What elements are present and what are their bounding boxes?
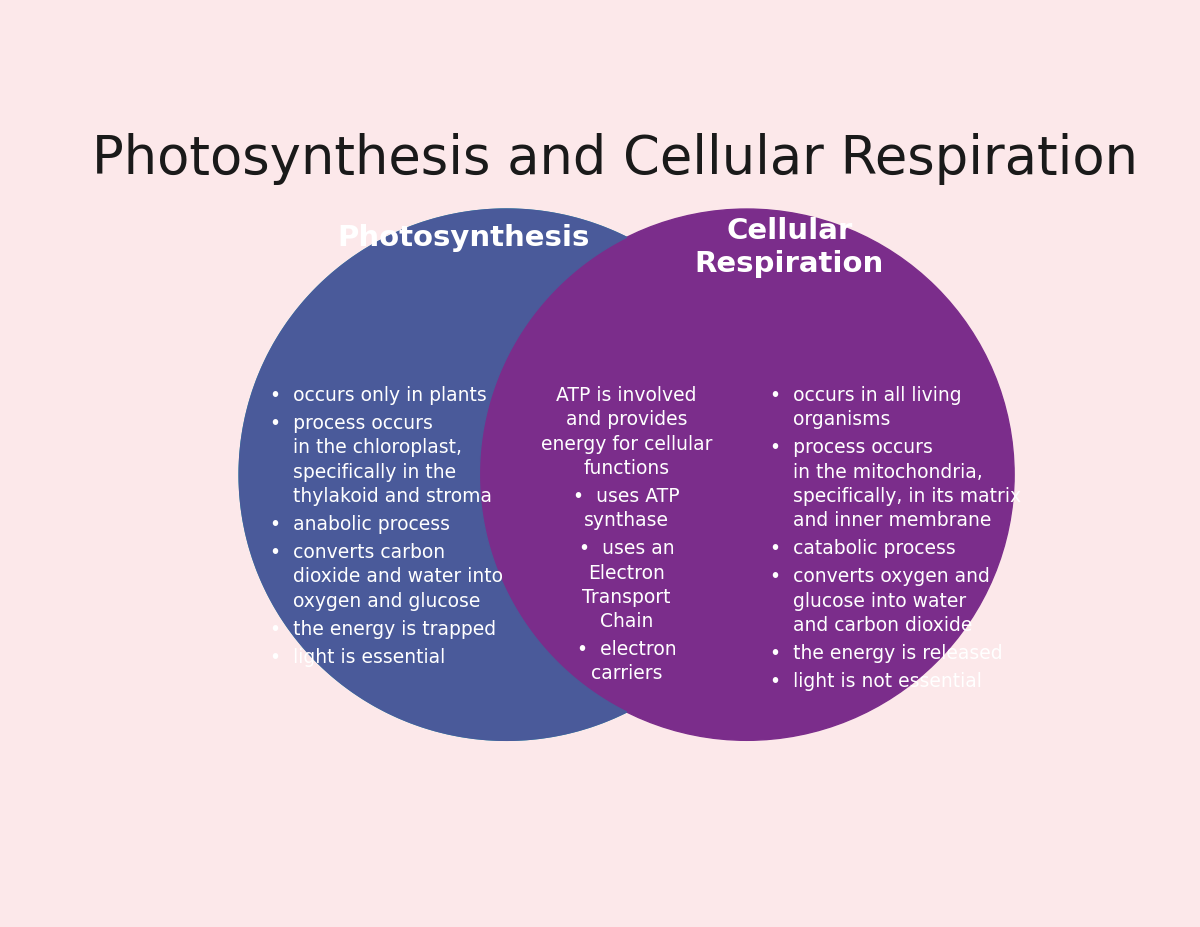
Text: •  light is not essential: • light is not essential	[770, 672, 982, 692]
Text: •  uses ATP: • uses ATP	[574, 487, 680, 506]
Text: •  occurs in all living: • occurs in all living	[770, 387, 961, 405]
Text: Chain: Chain	[600, 612, 653, 631]
Text: in the mitochondria,: in the mitochondria,	[793, 463, 983, 482]
Text: and provides: and provides	[566, 411, 688, 429]
Text: functions: functions	[583, 459, 670, 478]
Text: •  light is essential: • light is essential	[270, 648, 445, 667]
Text: •  electron: • electron	[577, 641, 677, 659]
Text: and carbon dioxide: and carbon dioxide	[793, 616, 973, 635]
Text: •  process occurs: • process occurs	[770, 438, 932, 458]
Text: Transport: Transport	[582, 588, 671, 607]
Text: glucose into water: glucose into water	[793, 591, 966, 611]
Text: Photosynthesis: Photosynthesis	[337, 224, 590, 252]
Text: carriers: carriers	[590, 665, 662, 683]
Text: •  catabolic process: • catabolic process	[770, 540, 955, 558]
Text: •  uses an: • uses an	[578, 540, 674, 558]
Circle shape	[479, 209, 1014, 741]
Text: •  occurs only in plants: • occurs only in plants	[270, 387, 487, 405]
Text: •  converts oxygen and: • converts oxygen and	[770, 567, 990, 587]
Text: oxygen and glucose: oxygen and glucose	[293, 591, 481, 611]
Text: •  converts carbon: • converts carbon	[270, 543, 445, 562]
Text: thylakoid and stroma: thylakoid and stroma	[293, 487, 492, 506]
Text: Photosynthesis and Cellular Respiration: Photosynthesis and Cellular Respiration	[92, 133, 1138, 185]
Circle shape	[239, 209, 774, 741]
Text: •  the energy is trapped: • the energy is trapped	[270, 620, 497, 639]
Text: synthase: synthase	[584, 512, 670, 530]
Text: Cellular
Respiration: Cellular Respiration	[695, 217, 884, 278]
Text: specifically in the: specifically in the	[293, 463, 456, 482]
Text: •  process occurs: • process occurs	[270, 414, 433, 433]
Text: •  anabolic process: • anabolic process	[270, 515, 450, 534]
Text: Electron: Electron	[588, 564, 665, 582]
Text: dioxide and water into: dioxide and water into	[293, 567, 503, 587]
Text: energy for cellular: energy for cellular	[541, 435, 713, 453]
Text: and inner membrane: and inner membrane	[793, 512, 991, 530]
Text: ATP is involved: ATP is involved	[557, 387, 697, 405]
Text: organisms: organisms	[793, 411, 890, 429]
Polygon shape	[239, 209, 626, 741]
Text: •  the energy is released: • the energy is released	[770, 644, 1003, 663]
Text: in the chloroplast,: in the chloroplast,	[293, 438, 462, 458]
Text: specifically, in its matrix: specifically, in its matrix	[793, 487, 1021, 506]
